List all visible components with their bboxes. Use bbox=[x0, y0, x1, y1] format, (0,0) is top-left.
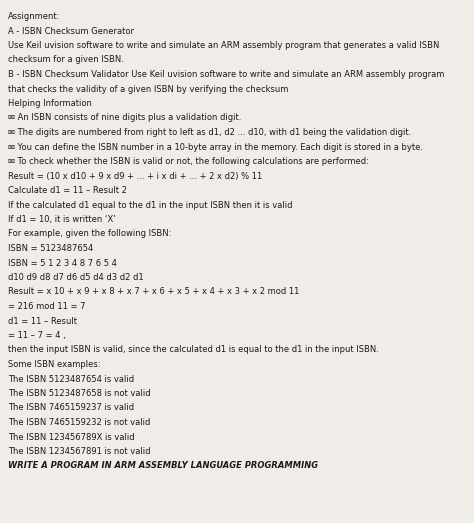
Text: that checks the validity of a given ISBN by verifying the checksum: that checks the validity of a given ISBN… bbox=[8, 85, 288, 94]
Text: ✉ To check whether the ISBN is valid or not, the following calculations are perf: ✉ To check whether the ISBN is valid or … bbox=[8, 157, 369, 166]
Text: Result = (10 x d10 + 9 x d9 + ... + i x di + ... + 2 x d2) % 11: Result = (10 x d10 + 9 x d9 + ... + i x … bbox=[8, 172, 262, 180]
Text: The ISBN 5123487658 is not valid: The ISBN 5123487658 is not valid bbox=[8, 389, 151, 398]
Text: d10 d9 d8 d7 d6 d5 d4 d3 d2 d1: d10 d9 d8 d7 d6 d5 d4 d3 d2 d1 bbox=[8, 273, 144, 282]
Text: ISBN = 5123487654: ISBN = 5123487654 bbox=[8, 244, 93, 253]
Text: Helping Information: Helping Information bbox=[8, 99, 92, 108]
Text: ✉ You can define the ISBN number in a 10-byte array in the memory. Each digit is: ✉ You can define the ISBN number in a 10… bbox=[8, 142, 423, 152]
Text: Calculate d1 = 11 – Result 2: Calculate d1 = 11 – Result 2 bbox=[8, 186, 127, 195]
Text: The ISBN 5123487654 is valid: The ISBN 5123487654 is valid bbox=[8, 374, 134, 383]
Text: The ISBN 7465159237 is valid: The ISBN 7465159237 is valid bbox=[8, 404, 134, 413]
Text: ✉ The digits are numbered from right to left as d1, d2 ... d10, with d1 being th: ✉ The digits are numbered from right to … bbox=[8, 128, 411, 137]
Text: The ISBN 1234567891 is not valid: The ISBN 1234567891 is not valid bbox=[8, 447, 151, 456]
Text: For example, given the following ISBN:: For example, given the following ISBN: bbox=[8, 230, 172, 238]
Text: The ISBN 123456789X is valid: The ISBN 123456789X is valid bbox=[8, 433, 135, 441]
Text: Some ISBN examples:: Some ISBN examples: bbox=[8, 360, 100, 369]
Text: A - ISBN Checksum Generator: A - ISBN Checksum Generator bbox=[8, 27, 134, 36]
Text: WRITE A PROGRAM IN ARM ASSEMBLY LANGUAGE PROGRAMMING: WRITE A PROGRAM IN ARM ASSEMBLY LANGUAGE… bbox=[8, 461, 318, 471]
Text: If the calculated d1 equal to the d1 in the input ISBN then it is valid: If the calculated d1 equal to the d1 in … bbox=[8, 200, 292, 210]
Text: The ISBN 7465159232 is not valid: The ISBN 7465159232 is not valid bbox=[8, 418, 150, 427]
Text: Assignment:: Assignment: bbox=[8, 12, 60, 21]
Text: d1 = 11 – Result: d1 = 11 – Result bbox=[8, 316, 77, 325]
Text: B - ISBN Checksum Validator Use Keil uvision software to write and simulate an A: B - ISBN Checksum Validator Use Keil uvi… bbox=[8, 70, 444, 79]
Text: checksum for a given ISBN.: checksum for a given ISBN. bbox=[8, 55, 124, 64]
Text: ISBN = 5 1 2 3 4 8 7 6 5 4: ISBN = 5 1 2 3 4 8 7 6 5 4 bbox=[8, 258, 117, 267]
Text: then the input ISBN is valid, since the calculated d1 is equal to the d1 in the : then the input ISBN is valid, since the … bbox=[8, 346, 379, 355]
Text: ✉ An ISBN consists of nine digits plus a validation digit.: ✉ An ISBN consists of nine digits plus a… bbox=[8, 113, 241, 122]
Text: = 216 mod 11 = 7: = 216 mod 11 = 7 bbox=[8, 302, 85, 311]
Text: = 11 – 7 = 4 ,: = 11 – 7 = 4 , bbox=[8, 331, 66, 340]
Text: Result = x 10 + x 9 + x 8 + x 7 + x 6 + x 5 + x 4 + x 3 + x 2 mod 11: Result = x 10 + x 9 + x 8 + x 7 + x 6 + … bbox=[8, 288, 300, 297]
Text: If d1 = 10, it is written ‘X’: If d1 = 10, it is written ‘X’ bbox=[8, 215, 116, 224]
Text: Use Keil uvision software to write and simulate an ARM assembly program that gen: Use Keil uvision software to write and s… bbox=[8, 41, 439, 50]
